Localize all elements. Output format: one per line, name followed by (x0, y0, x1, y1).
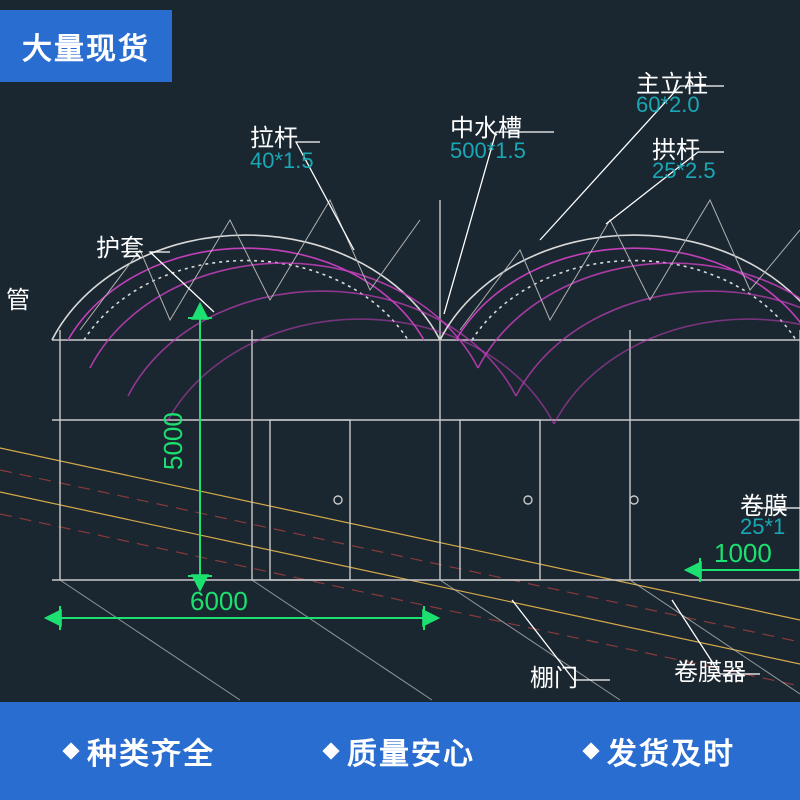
footer-bar: 种类齐全 质量安心 发货及时 (0, 702, 800, 800)
diamond-icon (583, 743, 600, 760)
label-pengmen: 棚门 (530, 658, 578, 693)
spec-zhongshuicao: 500*1.5 (450, 138, 526, 164)
dim-span: 6000 (190, 586, 248, 617)
spec-zhulizhu: 60*2.0 (636, 92, 700, 118)
dim-right: 1000 (714, 538, 772, 569)
spec-lagan: 40*1.5 (250, 148, 314, 174)
footer-item-3: 发货及时 (585, 729, 735, 773)
footer-text-1: 种类齐全 (87, 729, 215, 773)
label-hus套: 护套 (96, 228, 144, 263)
footer-item-2: 质量安心 (325, 729, 475, 773)
diamond-icon (63, 743, 80, 760)
label-guan: 管 (6, 280, 30, 315)
diamond-icon (323, 743, 340, 760)
label-juanmoq: 卷膜器 (674, 652, 746, 687)
badge-stock: 大量现货 (0, 10, 172, 82)
spec-juanmo: 25*1 (740, 514, 785, 540)
footer-item-1: 种类齐全 (65, 729, 215, 773)
footer-text-3: 发货及时 (607, 729, 735, 773)
spec-gonggan: 25*2.5 (652, 158, 716, 184)
footer-text-2: 质量安心 (347, 729, 475, 773)
dim-height: 5000 (158, 412, 189, 470)
